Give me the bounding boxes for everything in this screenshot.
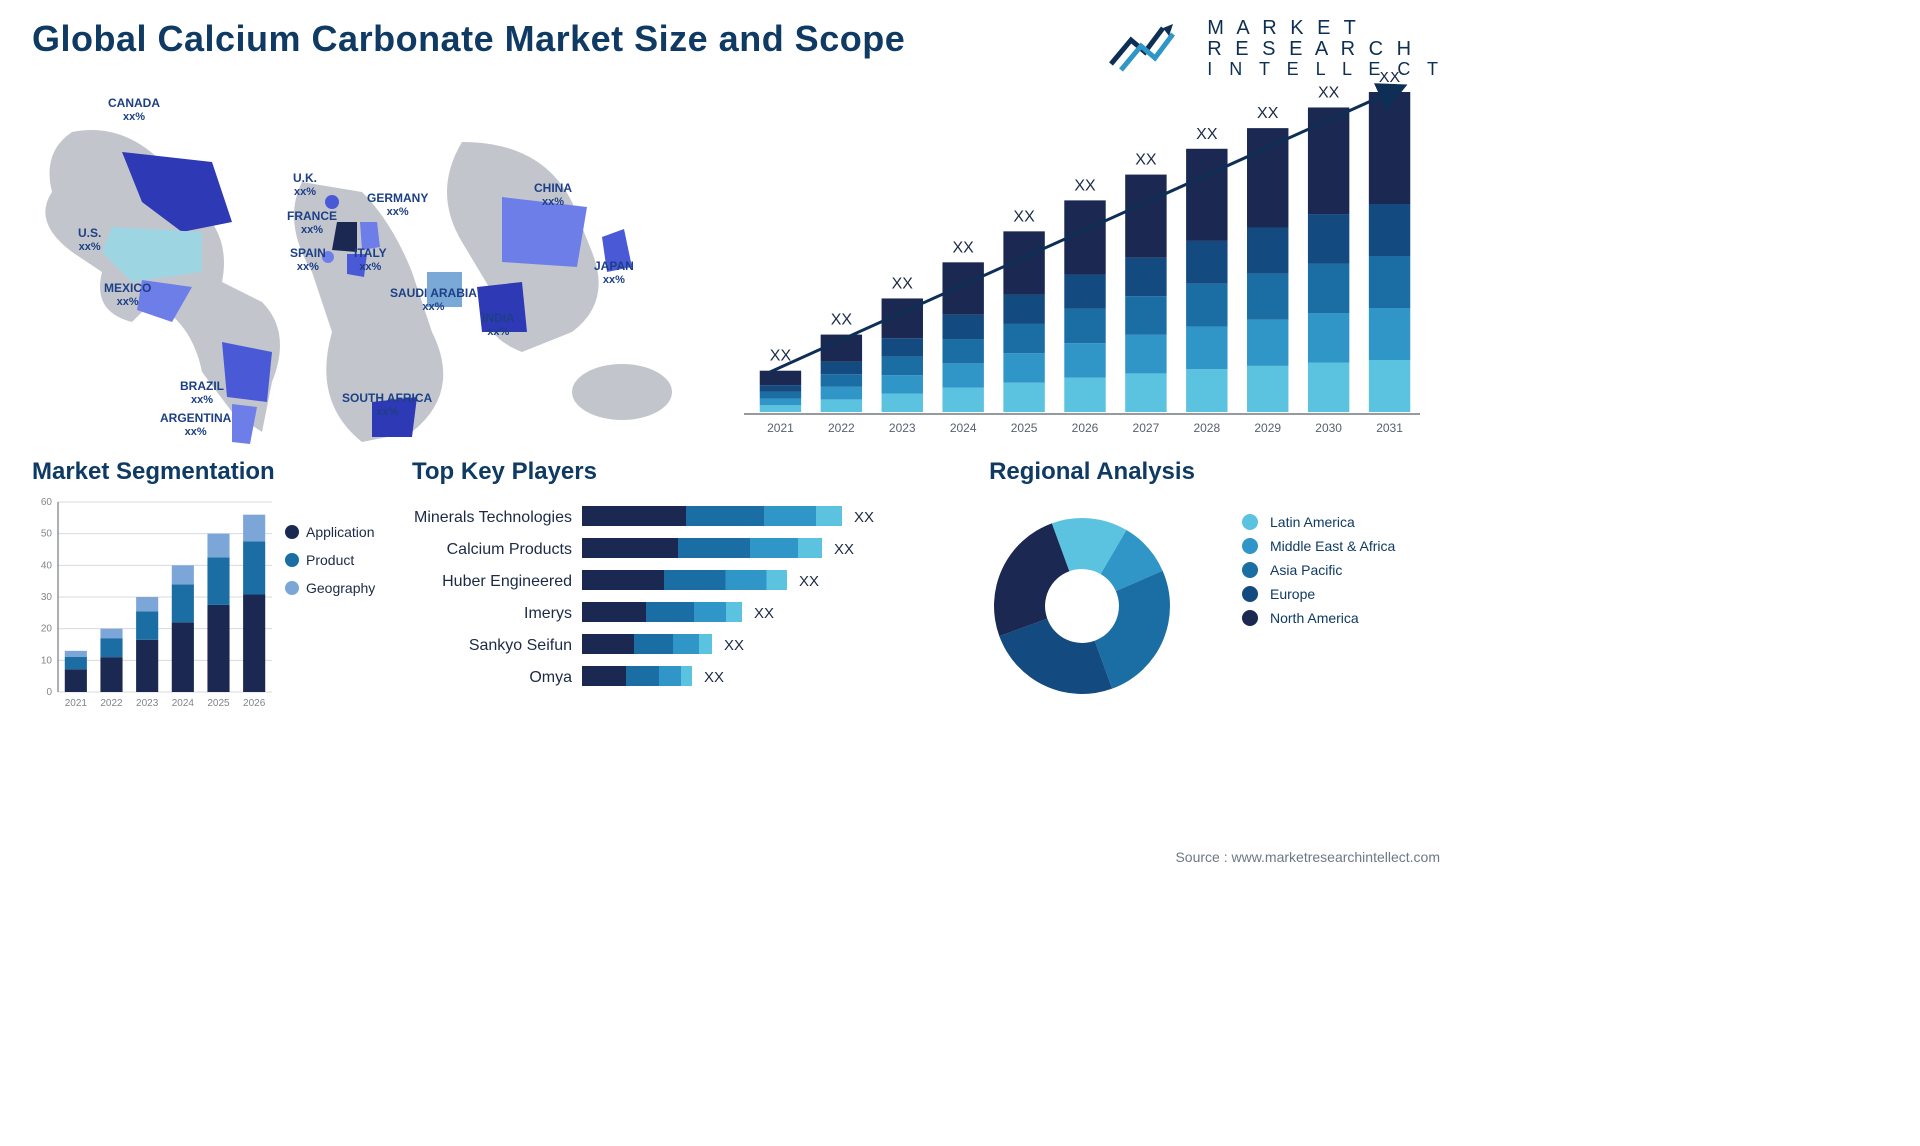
svg-text:XX: XX [831,312,853,329]
svg-text:2024: 2024 [172,698,195,709]
svg-text:Minerals Technologies: Minerals Technologies [414,509,572,526]
legend-swatch-icon [1242,514,1258,530]
svg-text:40: 40 [41,560,53,571]
svg-text:60: 60 [41,497,53,508]
donut-legend-item: Asia Pacific [1242,562,1395,578]
svg-text:2030: 2030 [1315,421,1342,435]
svg-text:2021: 2021 [65,698,88,709]
svg-text:XX: XX [1013,208,1035,225]
donut-legend-item: Europe [1242,586,1395,602]
svg-text:Sankyo Seifun: Sankyo Seifun [469,637,572,654]
regional-title: Regional Analysis [962,458,1222,486]
svg-text:XX: XX [1196,126,1218,143]
map-country-label: CANADAxx% [108,97,160,123]
svg-text:10: 10 [41,655,53,666]
svg-text:0: 0 [46,687,52,698]
map-country-label: BRAZILxx% [180,380,224,406]
brand-line2: R E S E A R C H [1207,39,1444,60]
svg-text:XX: XX [724,637,744,654]
svg-text:Omya: Omya [529,669,572,686]
svg-text:XX: XX [1135,152,1157,169]
map-country-label: SOUTH AFRICAxx% [342,392,432,418]
regional-panel: Regional Analysis Latin America Middle Ea… [962,458,1436,721]
brand-mark-icon [1109,22,1193,74]
svg-text:XX: XX [754,605,774,622]
map-country-label: GERMANYxx% [367,192,428,218]
map-country-label: MEXICOxx% [104,282,151,308]
map-country-label: CHINAxx% [534,182,572,208]
legend-label: Asia Pacific [1270,562,1342,578]
map-country-label: U.K.xx% [293,172,317,198]
svg-text:2027: 2027 [1133,421,1160,435]
svg-text:Geography: Geography [306,580,375,596]
svg-text:XX: XX [1379,72,1401,86]
legend-label: Middle East & Africa [1270,538,1395,554]
donut-legend-item: Middle East & Africa [1242,538,1395,554]
svg-text:Product: Product [306,552,354,568]
svg-text:2022: 2022 [100,698,123,709]
legend-label: Europe [1270,586,1315,602]
svg-text:Imerys: Imerys [524,605,572,622]
source-credit: Source : www.marketresearchintellect.com [1175,849,1440,865]
svg-text:XX: XX [1318,84,1340,101]
map-country-label: JAPANxx% [594,260,634,286]
segmentation-panel: Market Segmentation 0 10 20 30 40 50 60 2021 202… [32,458,382,721]
svg-text:XX: XX [1257,105,1279,122]
svg-text:2028: 2028 [1193,421,1220,435]
svg-text:2022: 2022 [828,421,855,435]
svg-text:2023: 2023 [889,421,916,435]
map-country-label: ITALYxx% [354,247,387,273]
svg-text:50: 50 [41,529,53,540]
legend-swatch-icon [1242,610,1258,626]
key-players-panel: Top Key Players Minerals Technologies XX C… [412,458,932,721]
svg-text:2025: 2025 [1011,421,1038,435]
brand-line1: M A R K E T [1207,18,1444,39]
map-country-label: U.S.xx% [78,227,101,253]
svg-text:Calcium Products: Calcium Products [447,541,572,558]
key-players-title: Top Key Players [412,458,932,486]
svg-text:2031: 2031 [1376,421,1403,435]
svg-text:XX: XX [704,669,724,686]
donut-legend-item: North America [1242,610,1395,626]
legend-swatch-icon [1242,538,1258,554]
svg-text:XX: XX [1074,177,1096,194]
svg-text:XX: XX [799,573,819,590]
svg-text:20: 20 [41,624,53,635]
svg-text:2024: 2024 [950,421,977,435]
legend-swatch-icon [1242,586,1258,602]
donut-legend-item: Latin America [1242,514,1395,530]
map-country-label: FRANCExx% [287,210,337,236]
svg-text:Huber Engineered: Huber Engineered [442,573,572,590]
svg-text:XX: XX [834,541,854,558]
svg-text:2029: 2029 [1254,421,1281,435]
svg-text:Application: Application [306,524,375,540]
svg-text:2025: 2025 [207,698,230,709]
growth-chart: XX 2021 XX 2022 XX 2023 XX 2024 XX 2025 XX 2026 XX 20… [732,72,1432,452]
svg-text:2026: 2026 [1072,421,1099,435]
map-country-label: SAUDI ARABIAxx% [390,287,477,313]
brand-logo: M A R K E T R E S E A R C H I N T E L L … [1109,18,1444,79]
svg-text:2021: 2021 [767,421,794,435]
svg-text:30: 30 [41,592,53,603]
map-country-label: SPAINxx% [290,247,326,273]
map-country-label: INDIAxx% [482,312,515,338]
svg-text:XX: XX [854,509,874,526]
svg-text:2023: 2023 [136,698,159,709]
svg-text:2026: 2026 [243,698,266,709]
svg-text:XX: XX [953,239,975,256]
legend-swatch-icon [1242,562,1258,578]
segmentation-title: Market Segmentation [32,458,382,486]
world-map: CANADAxx% U.S.xx% MEXICOxx% BRAZILxx% ARGENT… [32,72,692,452]
legend-label: North America [1270,610,1359,626]
map-country-label: ARGENTINAxx% [160,412,231,438]
legend-label: Latin America [1270,514,1355,530]
svg-text:XX: XX [892,275,914,292]
